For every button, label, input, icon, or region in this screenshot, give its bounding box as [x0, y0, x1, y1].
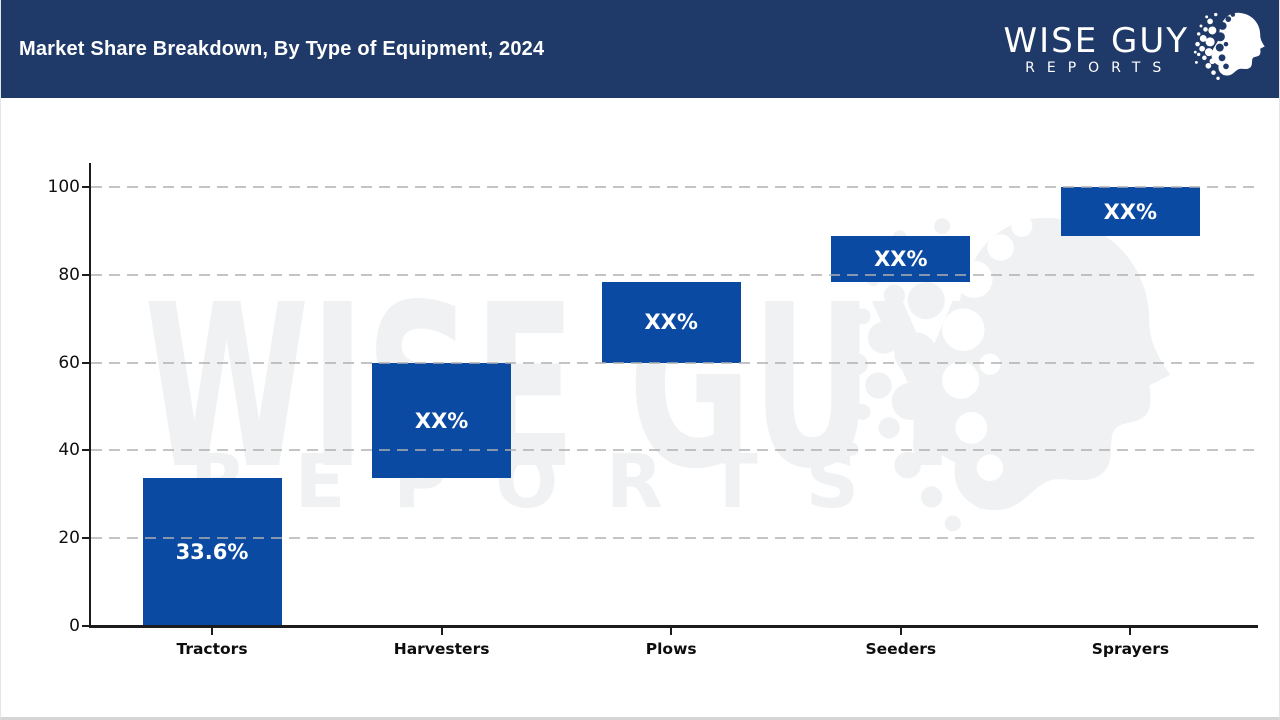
y-axis-line: [89, 163, 91, 628]
chart-title: Market Share Breakdown, By Type of Equip…: [19, 37, 545, 60]
x-axis-label-plows: Plows: [645, 640, 697, 658]
gridline-60: [91, 361, 1258, 364]
y-tick-label-60: 60: [58, 352, 80, 373]
brand-subtitle: REPORTS: [1025, 59, 1174, 76]
bar-value-label-tractors: 33.6%: [175, 540, 249, 565]
bar-value-label-harvesters: XX%: [414, 408, 469, 433]
brand-head-icon: [1193, 4, 1267, 94]
gridline-100: [91, 186, 1258, 188]
x-axis-label-harvesters: Harvesters: [393, 640, 490, 658]
bar-value-label-sprayers: XX%: [1103, 199, 1158, 224]
gridline-40: [91, 449, 1258, 452]
header-bar: Market Share Breakdown, By Type of Equip…: [1, 0, 1279, 98]
y-tick-20: [82, 537, 89, 540]
gridline-80: [91, 273, 1258, 276]
head-profile-icon: [1193, 12, 1265, 81]
y-tick-100: [82, 186, 89, 188]
bar-value-label-plows: XX%: [644, 310, 698, 335]
x-axis-label-seeders: Seeders: [865, 640, 937, 658]
bar-tractors: [142, 478, 282, 626]
x-tick-tractors: [211, 628, 213, 635]
y-tick-40: [82, 449, 89, 452]
x-tick-sprayers: [1129, 628, 1132, 635]
y-tick-label-0: 0: [69, 616, 80, 636]
brand-logo: WISE GUY REPORTS: [1003, 0, 1267, 98]
y-tick-label-100: 100: [47, 177, 80, 197]
gridline-20: [91, 537, 1258, 540]
x-axis-line: [89, 625, 1258, 628]
y-tick-label-20: 20: [58, 528, 80, 549]
bar-harvesters: [372, 362, 512, 479]
y-tick-0: [82, 625, 89, 627]
brand-logo-text: WISE GUY REPORTS: [1003, 23, 1189, 76]
x-tick-plows: [670, 628, 673, 635]
y-tick-label-80: 80: [58, 264, 80, 285]
x-axis-label-tractors: Tractors: [176, 640, 248, 658]
y-tick-60: [82, 361, 89, 364]
y-tick-label-40: 40: [58, 440, 80, 461]
bar-plows: [601, 281, 741, 363]
x-tick-seeders: [899, 628, 902, 635]
x-axis-label-sprayers: Sprayers: [1091, 640, 1170, 658]
brand-name: WISE GUY: [1003, 20, 1189, 61]
bar-value-label-seeders: XX%: [874, 246, 928, 271]
y-tick-80: [82, 273, 89, 276]
x-tick-harvesters: [440, 628, 443, 635]
